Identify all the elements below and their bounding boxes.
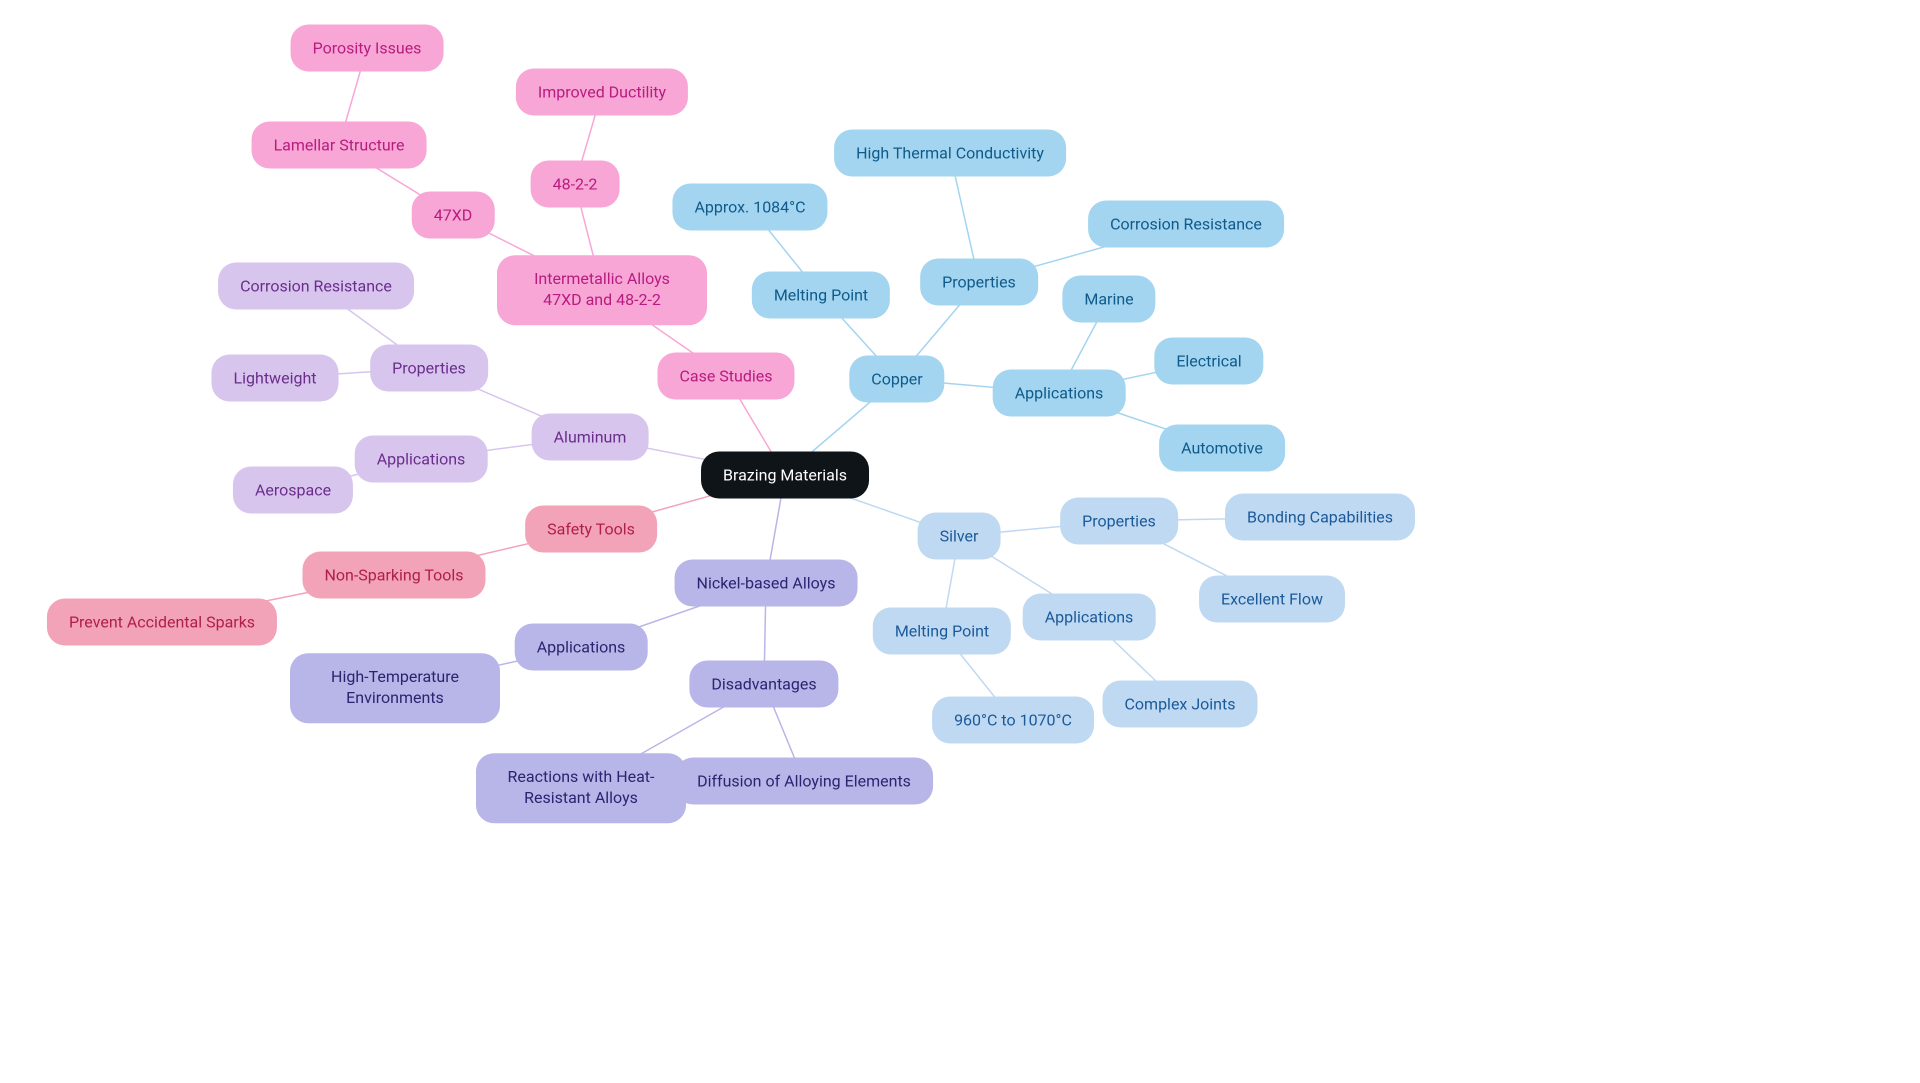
mindmap-node[interactable]: High-Temperature Environments <box>290 653 500 723</box>
mindmap-node[interactable]: Automotive <box>1159 425 1285 472</box>
mindmap-node[interactable]: Copper <box>849 356 944 403</box>
mindmap-node[interactable]: Case Studies <box>657 353 794 400</box>
mindmap-node[interactable]: Silver <box>918 513 1001 560</box>
mindmap-node[interactable]: Corrosion Resistance <box>218 263 414 310</box>
mindmap-node[interactable]: Disadvantages <box>689 661 838 708</box>
mindmap-node[interactable]: Excellent Flow <box>1199 576 1345 623</box>
mindmap-node[interactable]: Approx. 1084°C <box>672 184 827 231</box>
mindmap-node[interactable]: Bonding Capabilities <box>1225 494 1415 541</box>
mindmap-node[interactable]: Applications <box>355 436 488 483</box>
mindmap-node[interactable]: Porosity Issues <box>291 25 444 72</box>
mindmap-node[interactable]: Properties <box>1060 498 1178 545</box>
mindmap-node[interactable]: 48-2-2 <box>531 161 620 208</box>
mindmap-node[interactable]: 960°C to 1070°C <box>932 697 1094 744</box>
root-node[interactable]: Brazing Materials <box>701 452 869 499</box>
mindmap-node[interactable]: High Thermal Conductivity <box>834 130 1066 177</box>
mindmap-node[interactable]: Reactions with Heat-Resistant Alloys <box>476 753 686 823</box>
mindmap-node[interactable]: Prevent Accidental Sparks <box>47 599 277 646</box>
mindmap-node[interactable]: Safety Tools <box>525 506 657 553</box>
mindmap-node[interactable]: Complex Joints <box>1102 681 1257 728</box>
mindmap-node[interactable]: Lightweight <box>212 355 339 402</box>
mindmap-node[interactable]: Properties <box>370 345 488 392</box>
mindmap-node[interactable]: Non-Sparking Tools <box>302 552 485 599</box>
mindmap-node[interactable]: Corrosion Resistance <box>1088 201 1284 248</box>
mindmap-node[interactable]: Lamellar Structure <box>252 122 427 169</box>
mindmap-node[interactable]: Applications <box>993 370 1126 417</box>
mindmap-node[interactable]: Electrical <box>1154 338 1263 385</box>
mindmap-node[interactable]: Diffusion of Alloying Elements <box>675 758 933 805</box>
mindmap-node[interactable]: Melting Point <box>752 272 890 319</box>
mindmap-node[interactable]: Improved Ductility <box>516 69 688 116</box>
mindmap-node[interactable]: Applications <box>515 624 648 671</box>
mindmap-node[interactable]: Marine <box>1062 276 1155 323</box>
mindmap-node[interactable]: Melting Point <box>873 608 1011 655</box>
mindmap-node[interactable]: Nickel-based Alloys <box>675 560 858 607</box>
mindmap-node[interactable]: Applications <box>1023 594 1156 641</box>
mindmap-node[interactable]: Aerospace <box>233 467 353 514</box>
mindmap-node[interactable]: Intermetallic Alloys 47XD and 48-2-2 <box>497 255 707 325</box>
mindmap-node[interactable]: 47XD <box>412 192 495 239</box>
mindmap-node[interactable]: Properties <box>920 259 1038 306</box>
mindmap-node[interactable]: Aluminum <box>532 414 649 461</box>
